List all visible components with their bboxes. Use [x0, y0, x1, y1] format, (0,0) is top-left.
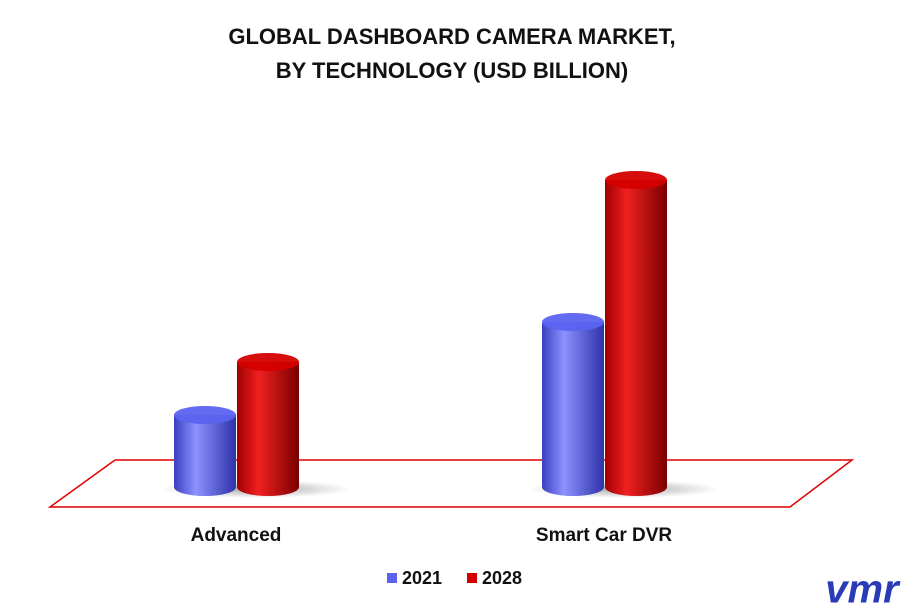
bar-body	[237, 362, 299, 487]
bar	[542, 313, 604, 496]
legend-label: 2021	[402, 568, 442, 588]
x-tick-label: Advanced	[191, 525, 282, 546]
legend-label: 2028	[482, 568, 522, 588]
bar-top	[237, 353, 299, 371]
chart-title: GLOBAL DASHBOARD CAMERA MARKET,	[228, 24, 675, 49]
bar-top	[174, 406, 236, 424]
x-tick-label: Smart Car DVR	[536, 525, 672, 546]
logo: vmr	[825, 568, 901, 612]
bar	[174, 406, 236, 496]
bar-bottom	[174, 478, 236, 496]
bar	[237, 353, 299, 496]
bar-body	[605, 180, 667, 487]
floor	[47, 459, 855, 508]
bar-top	[542, 313, 604, 331]
chart-title: BY TECHNOLOGY (USD BILLION)	[276, 58, 628, 83]
bar-bottom	[605, 478, 667, 496]
bar-body	[542, 322, 604, 487]
bar	[605, 171, 667, 496]
legend-swatch	[387, 573, 397, 583]
bar-bottom	[237, 478, 299, 496]
bar-body	[174, 415, 236, 487]
legend-swatch	[467, 573, 477, 583]
bar-top	[605, 171, 667, 189]
bar-bottom	[542, 478, 604, 496]
